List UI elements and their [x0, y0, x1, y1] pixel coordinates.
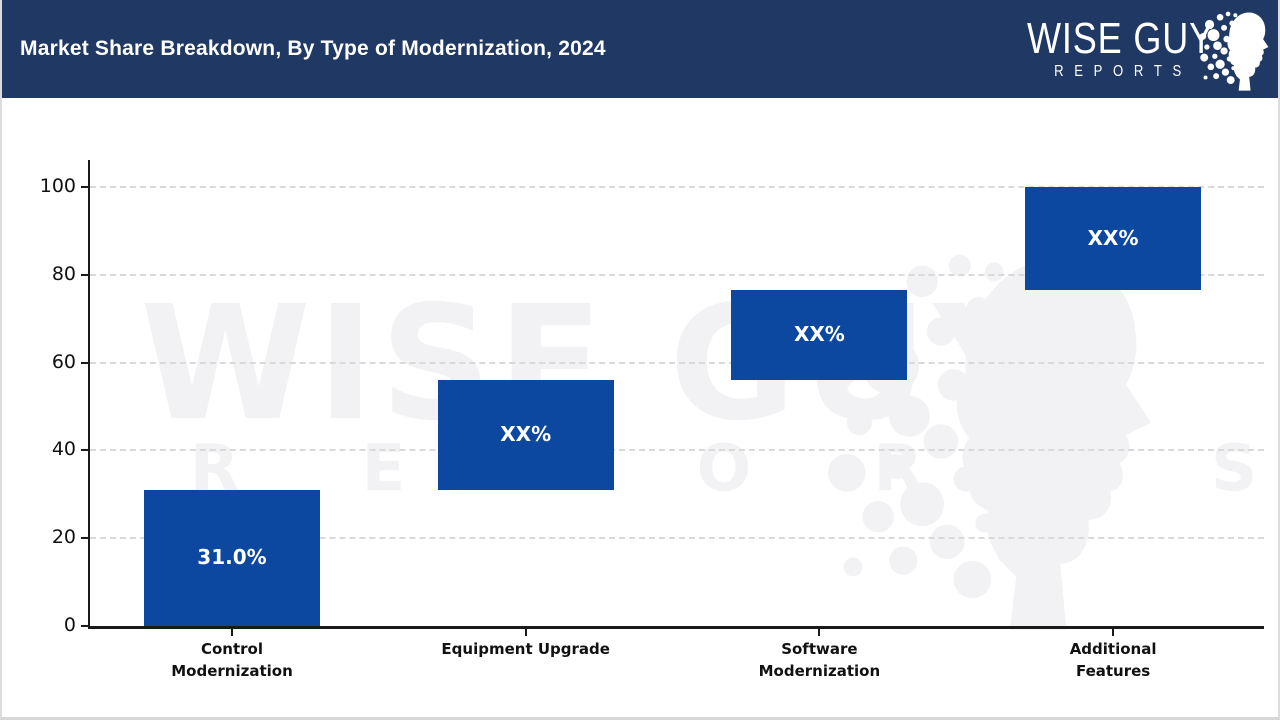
y-tick-20 — [81, 537, 89, 540]
wise-guy-logo: WISE GUY REPORTS — [986, 6, 1272, 92]
category-label-line: Features — [1075, 661, 1151, 680]
x-tick-4 — [1112, 628, 1115, 636]
category-label-line: Equipment Upgrade — [441, 640, 610, 658]
x-tick-1 — [231, 628, 233, 636]
bar-value-label-1: 31.0% — [197, 544, 267, 569]
y-tick-label-20: 20 — [51, 526, 76, 549]
page-title: Market Share Breakdown, By Type of Moder… — [20, 37, 606, 60]
x-axis — [88, 626, 1264, 629]
gridline-100 — [90, 186, 1264, 188]
x-tick-3 — [818, 628, 821, 636]
gridline-80 — [90, 273, 1264, 276]
gridline-20 — [90, 537, 1264, 540]
category-label-4: Additional Features — [983, 639, 1243, 683]
gridline-40 — [90, 449, 1264, 452]
y-tick-label-40: 40 — [51, 438, 76, 461]
bar-segment-3 — [731, 290, 908, 381]
y-tick-100 — [81, 186, 89, 188]
bar-value-label-3: XX% — [793, 322, 845, 347]
y-axis — [88, 160, 90, 628]
category-label-2: Equipment Upgrade — [396, 639, 656, 661]
y-tick-label-80: 80 — [51, 262, 76, 285]
bar-segment-1 — [144, 489, 320, 626]
category-label-1: Control Modernization — [102, 639, 362, 683]
x-tick-2 — [524, 628, 527, 636]
logo-text: WISE GUY REPORTS — [1027, 17, 1214, 81]
category-label-3: Software Modernization — [689, 639, 949, 683]
y-tick-60 — [81, 361, 89, 364]
y-tick-label-60: 60 — [51, 350, 76, 373]
logo-subtitle: REPORTS — [1054, 63, 1192, 80]
y-tick-0 — [81, 625, 89, 627]
bar-value-label-2: XX% — [500, 422, 552, 447]
y-tick-label-100: 100 — [39, 175, 76, 197]
y-tick-label-0: 0 — [63, 614, 76, 636]
bar-segment-2 — [437, 380, 614, 490]
logo-wordmark: WISE GUY — [1027, 14, 1214, 63]
gridline-60 — [90, 361, 1264, 364]
category-label-line: Control — [200, 640, 263, 658]
dotted-face-logo-icon — [1199, 11, 1269, 91]
bar-value-label-4: XX% — [1087, 225, 1139, 250]
bar-segment-4 — [1025, 187, 1202, 291]
header-bar: Market Share Breakdown, By Type of Moder… — [2, 0, 1278, 98]
category-label-line: Additional — [1069, 640, 1157, 658]
y-tick-80 — [81, 273, 89, 276]
category-label-line: Modernization — [758, 661, 881, 680]
category-label-line: Modernization — [171, 661, 293, 680]
category-label-line: Software — [781, 640, 858, 658]
y-tick-40 — [81, 449, 89, 452]
